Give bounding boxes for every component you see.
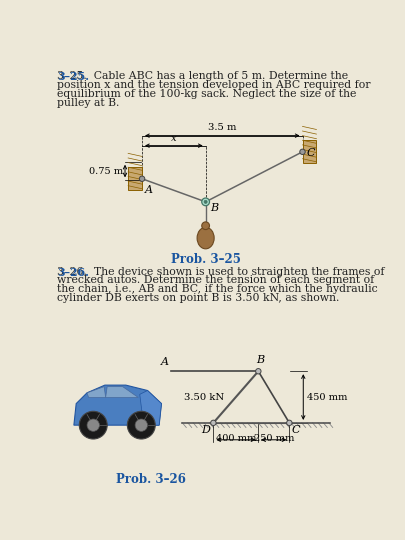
Text: Prob. 3–26: Prob. 3–26 [117, 473, 186, 486]
Text: C: C [306, 148, 315, 158]
Ellipse shape [197, 227, 214, 249]
Circle shape [300, 149, 305, 154]
Text: A: A [145, 185, 152, 195]
Circle shape [87, 419, 100, 431]
Text: D: D [201, 425, 210, 435]
Circle shape [135, 419, 147, 431]
Text: Prob. 3–25: Prob. 3–25 [171, 253, 241, 266]
Text: B: B [256, 355, 264, 365]
Text: equilibrium of the 100-kg sack. Neglect the size of the: equilibrium of the 100-kg sack. Neglect … [57, 89, 356, 99]
Text: x: x [171, 133, 177, 143]
Polygon shape [74, 385, 162, 425]
Text: position x and the tension developed in ABC required for: position x and the tension developed in … [57, 80, 370, 90]
Polygon shape [106, 387, 138, 397]
Circle shape [202, 198, 209, 206]
Text: C: C [292, 425, 300, 435]
Polygon shape [87, 387, 106, 397]
Text: 3–26.: 3–26. [57, 267, 89, 278]
Polygon shape [128, 167, 142, 190]
Polygon shape [140, 390, 162, 425]
Text: 3–25.: 3–25. [57, 71, 89, 82]
Circle shape [287, 420, 292, 426]
Text: 3.5 m: 3.5 m [208, 123, 237, 132]
Circle shape [79, 411, 107, 439]
Text: 3–26.  The device shown is used to straighten the frames of: 3–26. The device shown is used to straig… [57, 267, 384, 276]
Circle shape [256, 369, 261, 374]
Circle shape [139, 176, 145, 181]
Text: pulley at B.: pulley at B. [57, 98, 119, 107]
Text: 450 mm: 450 mm [307, 393, 347, 402]
Circle shape [127, 411, 155, 439]
Text: B: B [210, 204, 218, 213]
Polygon shape [303, 140, 316, 164]
Text: A: A [161, 356, 169, 367]
Text: 3–25.  Cable ABC has a length of 5 m. Determine the: 3–25. Cable ABC has a length of 5 m. Det… [57, 71, 348, 81]
Text: 3.50 kN: 3.50 kN [184, 393, 224, 402]
Text: cylinder DB exerts on point B is 3.50 kN, as shown.: cylinder DB exerts on point B is 3.50 kN… [57, 293, 339, 303]
Circle shape [211, 420, 216, 426]
Text: 250 mm: 250 mm [254, 434, 294, 443]
Text: wrecked autos. Determine the tension of each segment of: wrecked autos. Determine the tension of … [57, 275, 374, 286]
Circle shape [204, 200, 207, 204]
Ellipse shape [202, 222, 209, 230]
Text: 400 mm: 400 mm [215, 434, 256, 443]
Text: 0.75 m: 0.75 m [90, 166, 124, 176]
Text: the chain, i.e., AB and BC, if the force which the hydraulic: the chain, i.e., AB and BC, if the force… [57, 284, 377, 294]
